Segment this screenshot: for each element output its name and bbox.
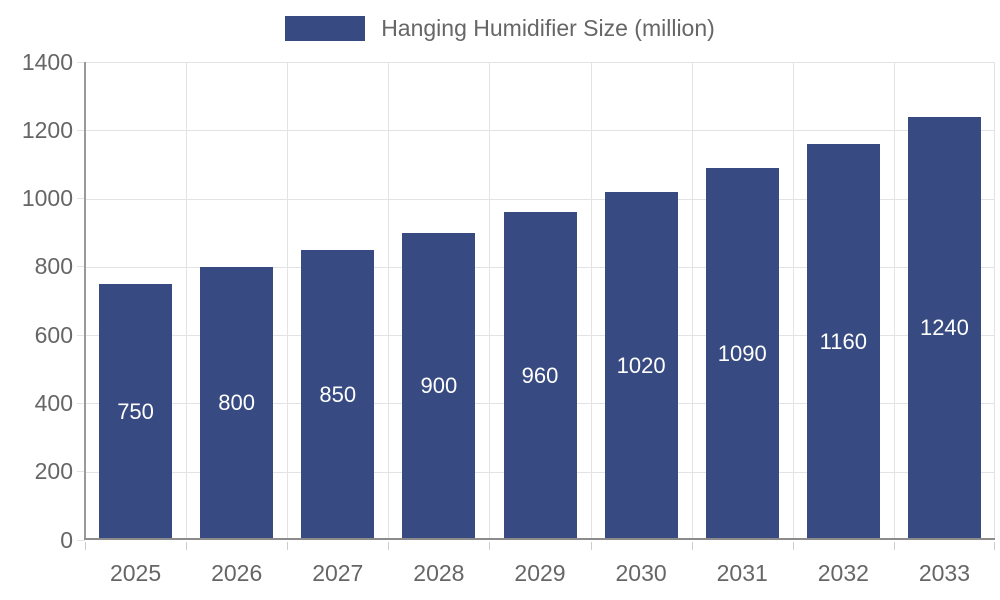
y-tick-label: 1000 bbox=[21, 185, 73, 212]
bar-2029[interactable]: 960 bbox=[503, 212, 577, 540]
bar-value-label: 1160 bbox=[819, 328, 867, 354]
y-tick-label: 800 bbox=[34, 253, 73, 280]
y-axis-tick bbox=[77, 266, 85, 268]
x-axis-tick bbox=[994, 542, 995, 550]
x-axis-tick bbox=[489, 542, 491, 550]
y-axis-tick bbox=[77, 402, 85, 404]
gridline-vertical bbox=[590, 62, 592, 540]
legend-label: Hanging Humidifier Size (million) bbox=[381, 15, 715, 41]
bar-2030[interactable]: 1020 bbox=[604, 191, 678, 540]
x-tick-label: 2033 bbox=[918, 559, 971, 586]
bar-value-label: 750 bbox=[117, 398, 154, 424]
bar-2028[interactable]: 900 bbox=[402, 232, 476, 540]
x-axis-tick bbox=[792, 542, 794, 550]
bar-2032[interactable]: 1160 bbox=[806, 143, 880, 540]
bar-2031[interactable]: 1090 bbox=[705, 167, 779, 540]
y-axis-tick bbox=[77, 61, 85, 63]
x-axis-tick bbox=[893, 542, 895, 550]
gridline-horizontal bbox=[85, 130, 995, 132]
x-tick-label: 2029 bbox=[514, 559, 566, 586]
bar-value-label: 900 bbox=[420, 373, 458, 399]
legend[interactable]: Hanging Humidifier Size (million) bbox=[0, 16, 1000, 41]
gridline-vertical bbox=[388, 62, 390, 540]
x-tick-label: 2026 bbox=[211, 559, 263, 586]
x-axis-tick bbox=[590, 542, 592, 550]
y-axis-tick bbox=[77, 334, 85, 336]
bar-value-label: 1090 bbox=[717, 340, 767, 366]
gridline-vertical bbox=[792, 62, 794, 540]
x-tick-label: 2031 bbox=[716, 559, 768, 586]
bar-value-label: 850 bbox=[319, 381, 357, 407]
legend-swatch bbox=[285, 16, 366, 41]
y-tick-label: 200 bbox=[34, 458, 73, 485]
x-tick-label: 2027 bbox=[312, 559, 364, 586]
gridline-vertical bbox=[489, 62, 491, 540]
x-axis-tick bbox=[186, 542, 188, 550]
x-axis-tick bbox=[85, 542, 86, 550]
x-axis-tick bbox=[287, 542, 289, 550]
bar-value-label: 800 bbox=[218, 390, 256, 416]
bar-2025[interactable]: 750 bbox=[99, 283, 173, 540]
x-tick-label: 2032 bbox=[817, 559, 869, 586]
bar-value-label: 1240 bbox=[919, 315, 969, 341]
x-axis-line bbox=[84, 538, 995, 540]
x-tick-label: 2030 bbox=[615, 559, 667, 586]
bar-value-label: 1020 bbox=[616, 352, 666, 378]
bar-value-label: 960 bbox=[521, 363, 559, 389]
gridline-vertical bbox=[893, 62, 895, 540]
y-axis-tick bbox=[77, 198, 85, 200]
x-axis-tick bbox=[388, 542, 390, 550]
plot-area: 750 800 850 900 960 1020 1090 1160 1240 bbox=[85, 62, 995, 540]
y-tick-label: 400 bbox=[34, 389, 73, 416]
y-axis-tick bbox=[77, 471, 85, 473]
x-axis-tick bbox=[691, 542, 693, 550]
y-tick-label: 600 bbox=[34, 321, 73, 348]
x-tick-label: 2025 bbox=[109, 559, 162, 586]
gridline-vertical bbox=[287, 62, 289, 540]
y-axis-line bbox=[84, 62, 86, 540]
gridline-vertical bbox=[186, 62, 188, 540]
y-tick-label: 0 bbox=[60, 526, 73, 553]
bar-2033[interactable]: 1240 bbox=[907, 116, 981, 540]
gridline-vertical bbox=[994, 62, 995, 540]
gridline-horizontal bbox=[85, 198, 995, 200]
y-axis-tick bbox=[77, 539, 85, 541]
x-tick-label: 2028 bbox=[413, 559, 465, 586]
y-tick-label: 1200 bbox=[21, 116, 73, 143]
y-axis-tick bbox=[77, 129, 85, 131]
gridline-vertical bbox=[691, 62, 693, 540]
y-tick-label: 1400 bbox=[21, 48, 73, 75]
bar-2027[interactable]: 850 bbox=[301, 249, 375, 540]
gridline-horizontal bbox=[85, 62, 995, 63]
bar-2026[interactable]: 800 bbox=[200, 266, 274, 540]
